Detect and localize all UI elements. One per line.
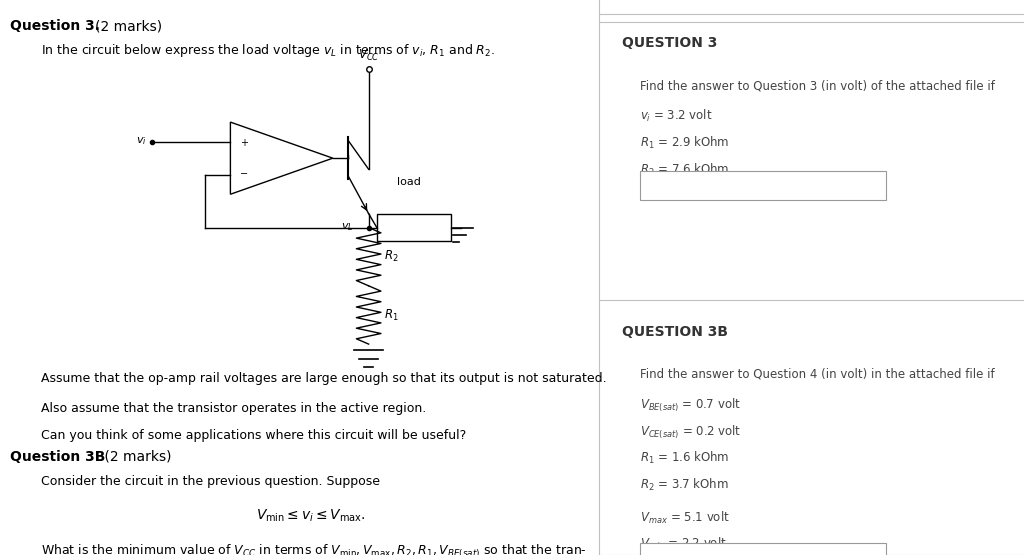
Text: $R_1$ = 1.6 kOhm: $R_1$ = 1.6 kOhm: [640, 450, 729, 466]
Text: (2 marks): (2 marks): [95, 19, 163, 33]
Text: −: −: [240, 169, 248, 179]
Text: +: +: [240, 138, 248, 148]
Text: Also assume that the transistor operates in the active region.: Also assume that the transistor operates…: [41, 402, 426, 415]
Text: QUESTION 3: QUESTION 3: [622, 36, 717, 50]
Text: Find the answer to Question 4 (in volt) in the attached file if: Find the answer to Question 4 (in volt) …: [640, 368, 994, 381]
Bar: [0, 0, 599, 555]
Text: QUESTION 3B: QUESTION 3B: [622, 325, 728, 339]
Text: Can you think of some applications where this circuit will be useful?: Can you think of some applications where…: [41, 429, 466, 442]
Text: Question 3.: Question 3.: [10, 19, 100, 33]
Text: What is the minimum value of $V_{CC}$ in terms of $V_{\mathrm{min}}, V_{\mathrm{: What is the minimum value of $V_{CC}$ in…: [41, 543, 587, 555]
Text: Consider the circuit in the previous question. Suppose: Consider the circuit in the previous que…: [41, 475, 380, 487]
Bar: [640, 171, 886, 200]
Text: $v_L$: $v_L$: [341, 221, 353, 234]
Text: Assume that the op-amp rail voltages are large enough so that its output is not : Assume that the op-amp rail voltages are…: [41, 372, 606, 385]
Bar: [640, 543, 886, 555]
Text: $V_{CC}$: $V_{CC}$: [357, 48, 380, 63]
Text: $R_2$ = 3.7 kOhm: $R_2$ = 3.7 kOhm: [640, 477, 729, 493]
Text: $R_2$ = 7.6 kOhm: $R_2$ = 7.6 kOhm: [640, 162, 729, 178]
Text: (2 marks): (2 marks): [100, 450, 172, 463]
Text: Find the answer to Question 3 (in volt) of the attached file if: Find the answer to Question 3 (in volt) …: [640, 79, 995, 92]
Bar: [599, 0, 1024, 555]
Text: In the circuit below express the load voltage $v_L$ in terms of $v_i$, $R_1$ and: In the circuit below express the load vo…: [41, 42, 495, 59]
Text: Question 3B: Question 3B: [10, 450, 105, 463]
Text: load: load: [397, 177, 421, 187]
Text: $R_2$: $R_2$: [384, 249, 398, 264]
Text: $R_1$ = 2.9 kOhm: $R_1$ = 2.9 kOhm: [640, 135, 729, 151]
Text: $v_i$ = 3.2 volt: $v_i$ = 3.2 volt: [640, 108, 713, 124]
Text: $R_1$: $R_1$: [384, 307, 398, 322]
Bar: [377, 214, 451, 241]
Text: $V_{\mathrm{min}} \leq v_i \leq V_{\mathrm{max}}.$: $V_{\mathrm{min}} \leq v_i \leq V_{\math…: [256, 508, 366, 524]
Text: $V_{min}$ = 2.2 volt: $V_{min}$ = 2.2 volt: [640, 536, 727, 552]
Text: $V_{BE(sat)}$ = 0.7 volt: $V_{BE(sat)}$ = 0.7 volt: [640, 397, 741, 414]
Text: $v_i$: $v_i$: [136, 135, 146, 148]
Text: $V_{CE(sat)}$ = 0.2 volt: $V_{CE(sat)}$ = 0.2 volt: [640, 423, 741, 441]
Text: $V_{max}$ = 5.1 volt: $V_{max}$ = 5.1 volt: [640, 509, 730, 526]
